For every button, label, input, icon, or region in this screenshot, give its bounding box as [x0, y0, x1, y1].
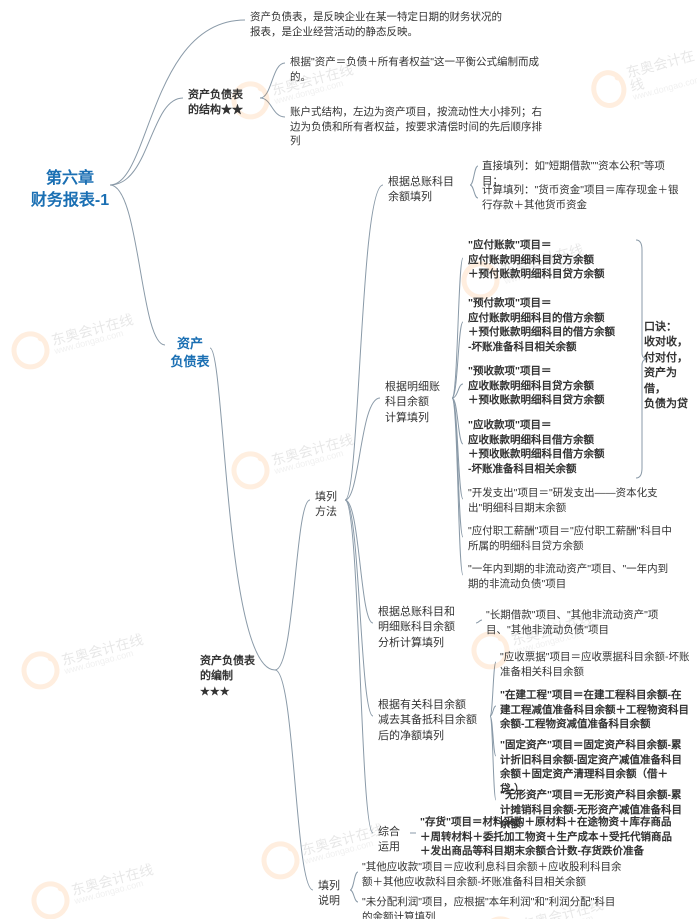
connector	[490, 706, 496, 716]
connector	[490, 716, 496, 756]
node-m4b: "在建工程"项目＝在建工程科目余额-在建工程减值准备科目余额＋工程物资科目余额-…	[500, 688, 690, 732]
connector	[345, 500, 373, 716]
connector	[275, 500, 310, 670]
node-intro: 资产负债表，是反映企业在某一特定日期的财务状况的报表，是企业经营活动的静态反映。	[250, 10, 510, 39]
node-m5a: "存货"项目＝材料采购＋原材料＋在途物资＋库存商品＋周转材料＋委托加工物资＋生产…	[420, 815, 680, 859]
node-n1: "其他应收款"项目＝应收利息科目余额＋应收股利科目余额＋其他应收款科目余额-坏账…	[362, 860, 622, 889]
node-quote: 口诀：收对收，付对付，资产为借，负债为贷	[644, 320, 694, 412]
node-m2c: "预收款项"项目＝应收账款明细科目贷方余额＋预收账款明细科目贷方余额	[468, 364, 638, 408]
node-compile: 资产负债表的编制★★★	[200, 654, 270, 700]
connector	[350, 890, 358, 902]
connector	[490, 716, 496, 800]
node-root: 第六章财务报表-1	[30, 168, 110, 213]
node-m3l: 根据总账科目和明细账科目余额分析计算填列	[378, 605, 473, 651]
connector	[345, 500, 373, 623]
connector	[470, 185, 478, 198]
node-m2a: "应付账款"项目＝应付账款明细科目贷方余额＋预付账款明细科目贷方余额	[468, 238, 638, 282]
watermark-cn: 东奥会计在线	[270, 432, 355, 467]
watermark: 东奥会计在线www.dongao.com	[17, 624, 149, 693]
connector	[345, 500, 373, 833]
connector	[345, 398, 380, 500]
node-m2l: 根据明细账科目余额计算填列	[385, 380, 455, 426]
watermark-en: www.dongao.com	[632, 74, 697, 102]
node-s2: 账户式结构，左边为资产项目，按流动性大小排列；右边为负债和所有者权益，按要求清偿…	[290, 105, 550, 149]
connector	[350, 872, 358, 890]
node-struct: 资产负债表的结构★★	[188, 88, 258, 119]
node-s1: 根据"资产＝负债＋所有者权益"这一平衡公式编制而成的。	[290, 55, 550, 84]
watermark-en: www.dongao.com	[53, 325, 136, 355]
connector	[260, 63, 285, 98]
node-m2d: "应收款项"项目＝应收账款明细科目借方余额＋预收账款明细科目借方余额-坏账准备科…	[468, 418, 638, 477]
watermark-cn: 东奥会计在线	[50, 312, 135, 347]
connector	[110, 98, 183, 185]
node-bal: 资产负债表	[170, 335, 210, 371]
watermark-en: www.dongao.com	[73, 875, 156, 905]
node-n2: "未分配利润"项目，应根据"本年利润"和"利润分配"科目的余额计算填列	[362, 895, 622, 919]
watermark-cn: 东奥会计在线	[300, 822, 385, 857]
connector	[110, 185, 165, 345]
connector	[345, 185, 383, 500]
watermark-cn: 东奥会计在线	[70, 862, 155, 897]
node-m1l: 根据总账科目余额填列	[388, 175, 468, 206]
watermark: 东奥会计在线www.dongao.com	[227, 424, 359, 493]
connector	[452, 258, 463, 398]
node-m2g: "一年内到期的非流动资产"项目、"一年内到期的非流动负债"项目	[468, 562, 678, 591]
node-m1b: 计算填列："货币资金"项目＝库存现金＋银行存款＋其他货币资金	[482, 183, 682, 212]
connector	[470, 166, 478, 185]
watermark-cn: 东奥会计在线	[625, 47, 697, 93]
watermark: 东奥会计在线www.dongao.com	[587, 46, 697, 112]
node-m2f: "应付职工薪酬"项目＝"应付职工薪酬"科目中所属的明细科目贷方余额	[468, 524, 678, 553]
watermark-cn: 东奥会计在线	[60, 632, 145, 667]
node-nl: 填列说明	[318, 879, 348, 910]
node-method: 填列方法	[315, 490, 345, 521]
node-m4l: 根据有关科目余额减去其备抵科目余额后的净额填列	[378, 698, 488, 744]
node-m2b: "预付款项"项目＝应付账款明细科目的借方余额＋预付账款明细科目的借方余额-坏账准…	[468, 296, 638, 355]
watermark-en: www.dongao.com	[273, 445, 356, 475]
watermark: 东奥会计在线www.dongao.com	[7, 304, 139, 373]
connector	[260, 98, 285, 117]
node-m2e: "开发支出"项目＝"研发支出——资本化支出"明细科目期末余额	[468, 486, 678, 515]
connector	[490, 662, 496, 716]
connector	[275, 670, 313, 890]
watermark-en: www.dongao.com	[63, 645, 146, 675]
connector	[210, 348, 275, 670]
connector	[476, 620, 482, 623]
node-m4a: "应收票据"项目＝应收票据科目余额-坏账准备相关科目余额	[500, 650, 690, 679]
node-m3a: "长期借款"项目、"其他非流动资产"项目、"其他非流动负债"项目	[486, 608, 686, 637]
node-m5l: 综合运用	[378, 825, 408, 856]
watermark: 东奥会计在线www.dongao.com	[27, 854, 159, 919]
